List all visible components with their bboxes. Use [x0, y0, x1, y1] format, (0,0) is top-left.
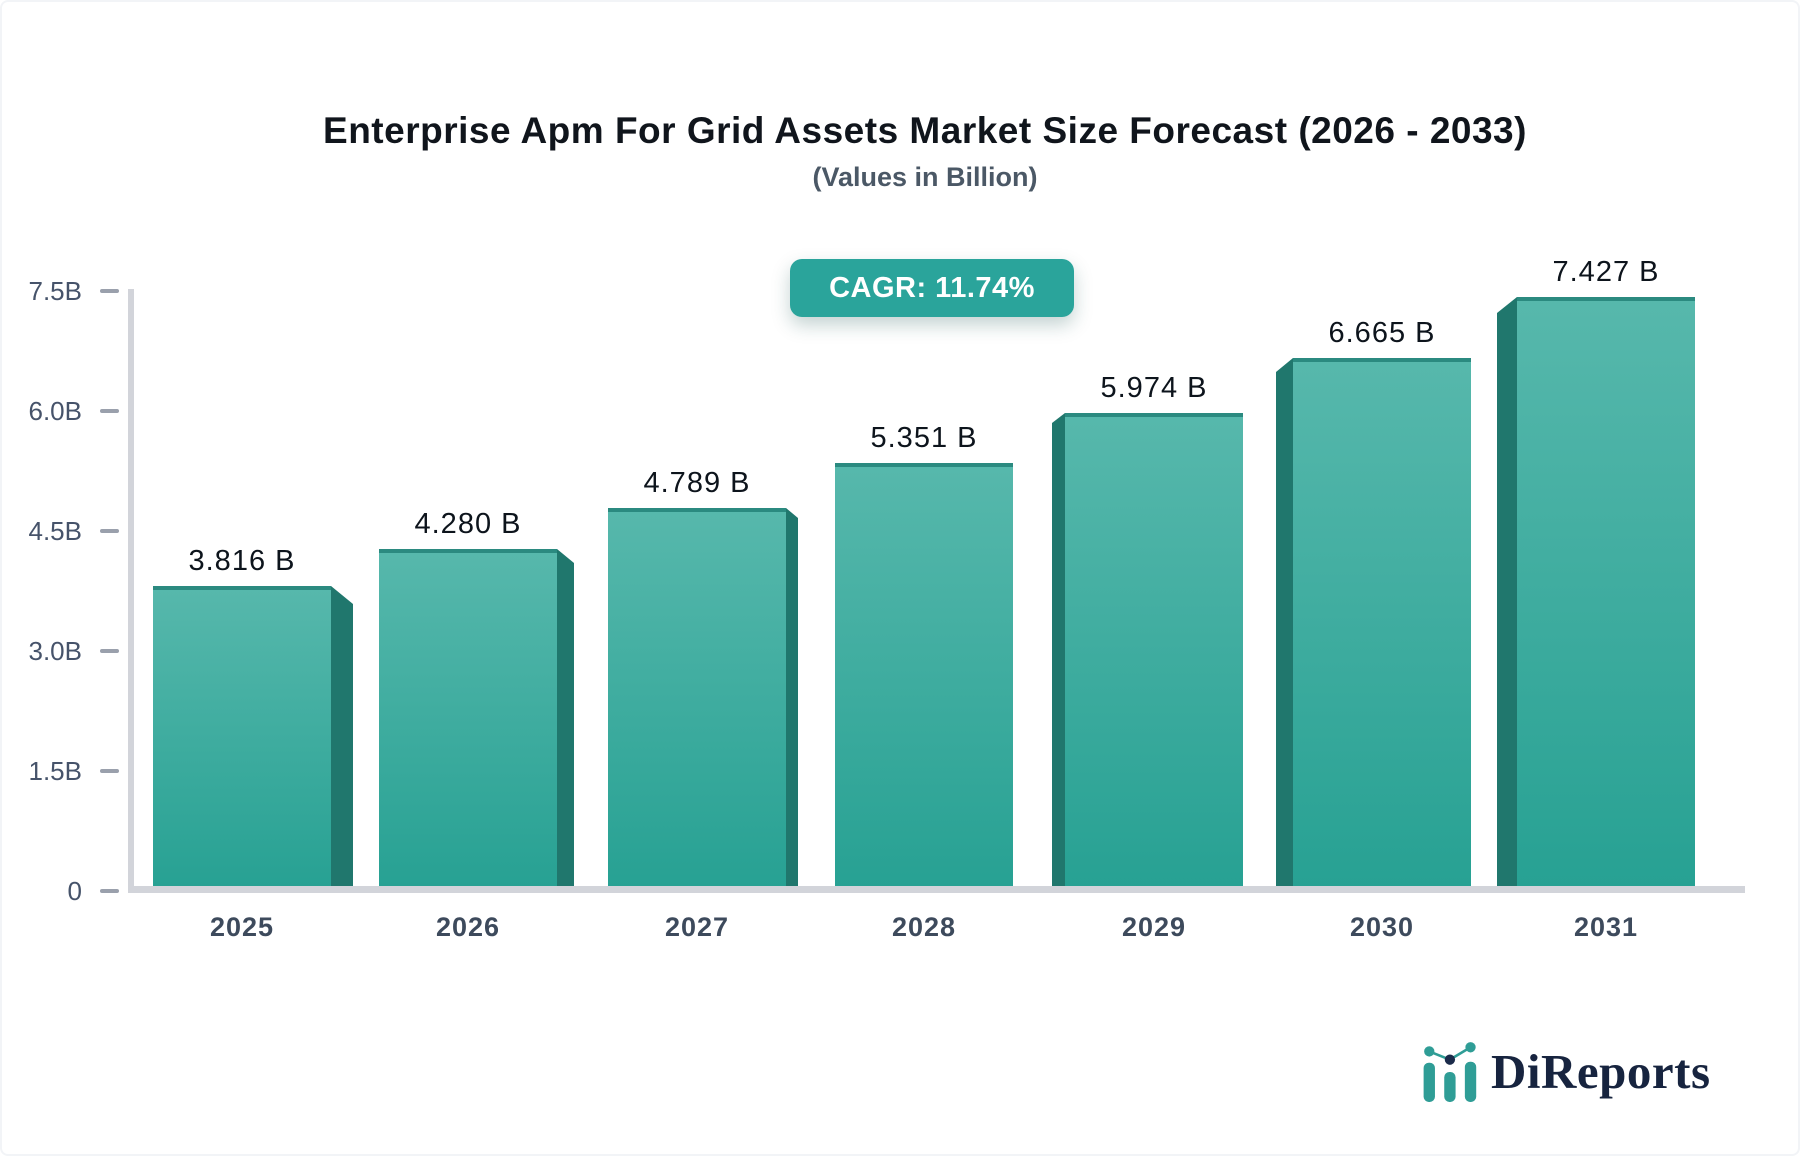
y-axis-label: 6.0B: [29, 396, 83, 426]
x-axis-label: 2025: [210, 912, 274, 942]
cagr-badge: CAGR: 11.74%: [790, 259, 1074, 317]
y-axis-tick: [100, 409, 119, 413]
bar-side-face: [1276, 358, 1293, 888]
x-axis-label: 2029: [1122, 912, 1186, 942]
x-axis-label: 2030: [1350, 912, 1414, 942]
brand-name: DiReports: [1491, 1043, 1711, 1099]
x-axis-label: 2027: [665, 912, 729, 942]
bar-value-label: 7.427 B: [1553, 256, 1660, 288]
chart-title: Enterprise Apm For Grid Assets Market Si…: [323, 110, 1527, 151]
chart-subtitle: (Values in Billion): [812, 162, 1038, 192]
bar-chart-logo-icon: [1423, 1042, 1477, 1102]
y-axis-label: 1.5B: [29, 756, 83, 786]
bar-value-label: 3.816 B: [189, 545, 296, 577]
bar-top-edge: [1517, 297, 1695, 301]
bar: [835, 463, 1013, 888]
y-axis-tick: [100, 649, 119, 653]
bar: [379, 549, 557, 888]
bar: [608, 508, 786, 888]
bar-value-label: 4.789 B: [644, 467, 751, 499]
bar: [1065, 413, 1243, 888]
bar-top-edge: [153, 586, 331, 590]
y-axis-label: 7.5B: [29, 276, 83, 306]
bar-value-label: 5.974 B: [1101, 372, 1208, 404]
bar-side-face: [1497, 297, 1517, 888]
bar-top-edge: [379, 549, 557, 553]
bar-value-label: 5.351 B: [871, 422, 978, 454]
x-axis-label: 2031: [1574, 912, 1638, 942]
y-axis-tick: [100, 769, 119, 773]
x-axis-line: [128, 886, 1745, 893]
bar-top-edge: [1293, 358, 1471, 362]
bar-side-face: [557, 549, 574, 888]
bar-side-face: [1052, 413, 1065, 888]
y-axis-label: 4.5B: [29, 516, 83, 546]
y-axis-tick: [100, 289, 119, 293]
y-axis-line: [128, 289, 134, 889]
bar-side-face: [331, 586, 353, 888]
bar-value-label: 6.665 B: [1329, 317, 1436, 349]
x-axis-label: 2028: [892, 912, 956, 942]
y-axis-tick: [100, 529, 119, 533]
y-axis-label: 3.0B: [29, 636, 83, 666]
x-axis-label: 2026: [436, 912, 500, 942]
bar: [1517, 297, 1695, 888]
bar-side-face: [786, 508, 798, 888]
bar-top-edge: [1065, 413, 1243, 417]
bar-value-label: 4.280 B: [415, 508, 522, 540]
bar: [1293, 358, 1471, 888]
bar-top-edge: [835, 463, 1013, 467]
bar: [153, 586, 331, 888]
y-axis-label: 0: [68, 876, 82, 906]
brand-logo: DiReports: [1422, 1038, 1711, 1104]
y-axis-tick: [100, 889, 119, 893]
cagr-badge-label: CAGR: 11.74%: [829, 271, 1035, 304]
bar-top-edge: [608, 508, 786, 512]
